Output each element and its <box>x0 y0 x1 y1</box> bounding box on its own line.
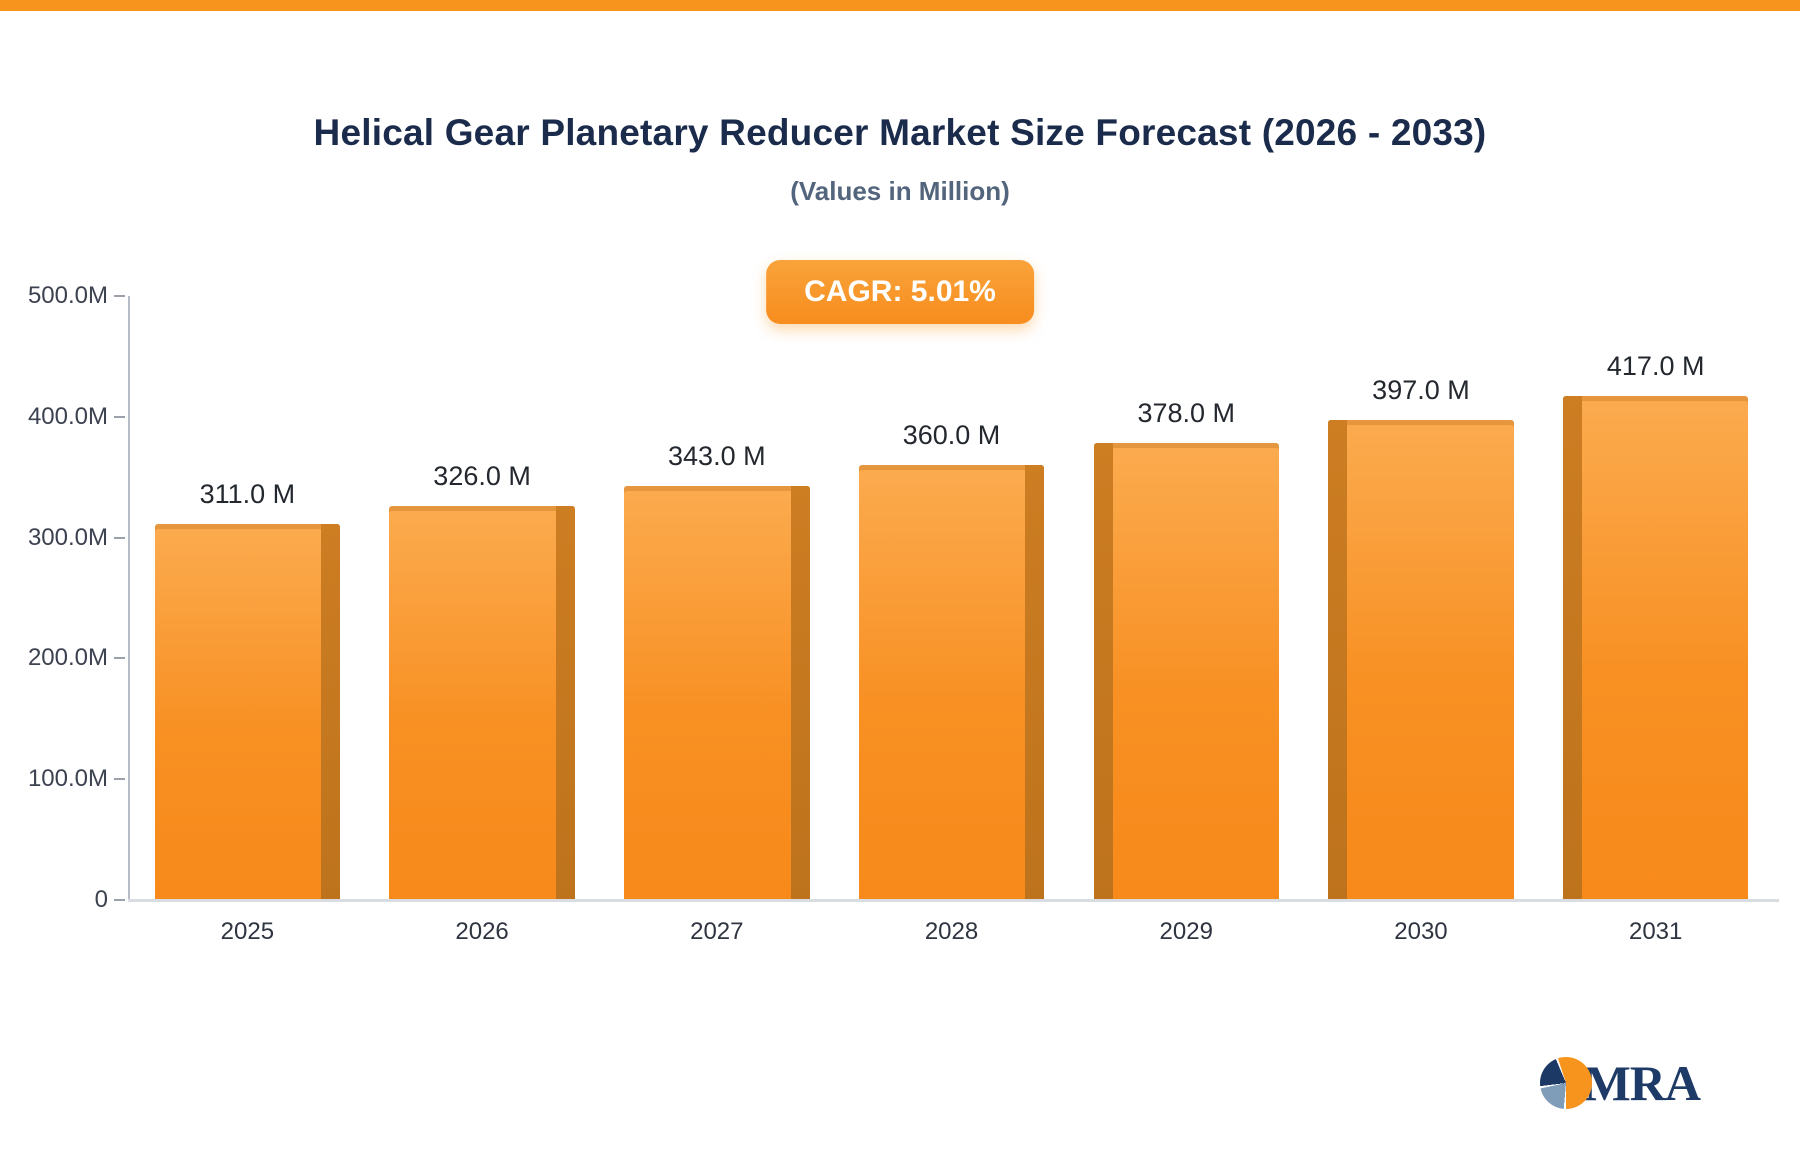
page-subtitle: (Values in Million) <box>790 176 1010 206</box>
bar-group-2030: 397.0 M 2030 <box>1304 296 1539 945</box>
bar-2029 <box>1093 443 1279 900</box>
bar-side-shade <box>1093 443 1113 900</box>
y-axis-tick-mark <box>114 415 125 418</box>
bar-side-shade <box>1562 396 1582 900</box>
x-axis-label: 2029 <box>1159 918 1213 945</box>
bar-side-shade <box>1328 420 1348 900</box>
brand-logo-text: MRA <box>1583 1055 1701 1111</box>
bar-group-2026: 326.0 M 2026 <box>365 296 600 945</box>
page-title: Helical Gear Planetary Reducer Market Si… <box>313 112 1487 153</box>
cagr-badge: CAGR: 5.01% <box>766 260 1034 324</box>
bar-group-2025: 311.0 M 2025 <box>130 296 365 945</box>
bar-group-2031: 417.0 M 2031 <box>1538 296 1773 945</box>
top-accent-bar <box>0 0 1800 11</box>
y-axis-tick-label: 300.0M <box>27 523 108 551</box>
y-axis-tick-label: 100.0M <box>27 765 108 793</box>
bar-value-label: 397.0 M <box>1372 375 1470 406</box>
plot-area: 500.0M 400.0M 300.0M 200.0M 100.0M 0 311.0 M 2… <box>28 282 1779 945</box>
x-axis-label: 2025 <box>220 918 275 945</box>
bar-value-label: 360.0 M <box>902 420 1001 451</box>
bar-group-2028: 360.0 M 2028 <box>834 296 1069 945</box>
y-axis-tick-label: 500.0M <box>27 282 108 309</box>
y-axis-tick-mark <box>114 657 125 660</box>
bar-side-shade <box>555 506 575 900</box>
y-axis-tick-label: 0 <box>94 886 108 913</box>
bar-side-shade <box>321 524 341 900</box>
bar-2025 <box>154 524 341 900</box>
bar-2030 <box>1328 420 1514 900</box>
y-axis-tick-label: 400.0M <box>27 402 108 430</box>
bar-value-label: 311.0 M <box>199 479 296 510</box>
bar-group-2029: 378.0 M 2029 <box>1069 296 1304 945</box>
brand-logo: MRA <box>1539 1054 1701 1112</box>
bar-2028 <box>858 465 1045 900</box>
bar-value-label: 378.0 M <box>1137 398 1236 429</box>
y-axis-tick-mark <box>114 899 125 901</box>
pie-logo-icon <box>1539 1057 1592 1109</box>
x-axis-label: 2027 <box>690 918 744 945</box>
y-axis-tick-mark <box>114 536 125 539</box>
y-axis-tick-mark <box>114 778 125 781</box>
bar-2031 <box>1562 396 1749 900</box>
bar-group-2027: 343.0 M 2027 <box>599 296 834 945</box>
x-axis-label: 2030 <box>1394 918 1448 945</box>
y-axis-tick-mark <box>114 295 125 297</box>
bar-value-label: 326.0 M <box>433 461 531 492</box>
bars: 311.0 M 2025 326.0 M 2026 343.0 M 2027 360.0 M… <box>130 296 1773 945</box>
bar-value-label: 417.0 M <box>1606 351 1705 382</box>
x-axis-line <box>128 899 1779 902</box>
x-axis-label: 2031 <box>1628 918 1683 945</box>
y-axis-tick-label: 200.0M <box>27 644 108 672</box>
bar-value-label: 343.0 M <box>668 440 766 471</box>
x-axis-label: 2028 <box>924 918 979 945</box>
x-axis-label: 2026 <box>455 918 509 945</box>
bar-side-shade <box>790 485 810 900</box>
bar-2026 <box>389 506 575 900</box>
bar-chart: 500.0M 400.0M 300.0M 200.0M 100.0M 0 311.0 M 2… <box>28 282 1779 945</box>
bar-side-shade <box>1025 465 1045 900</box>
bar-2027 <box>624 485 810 900</box>
